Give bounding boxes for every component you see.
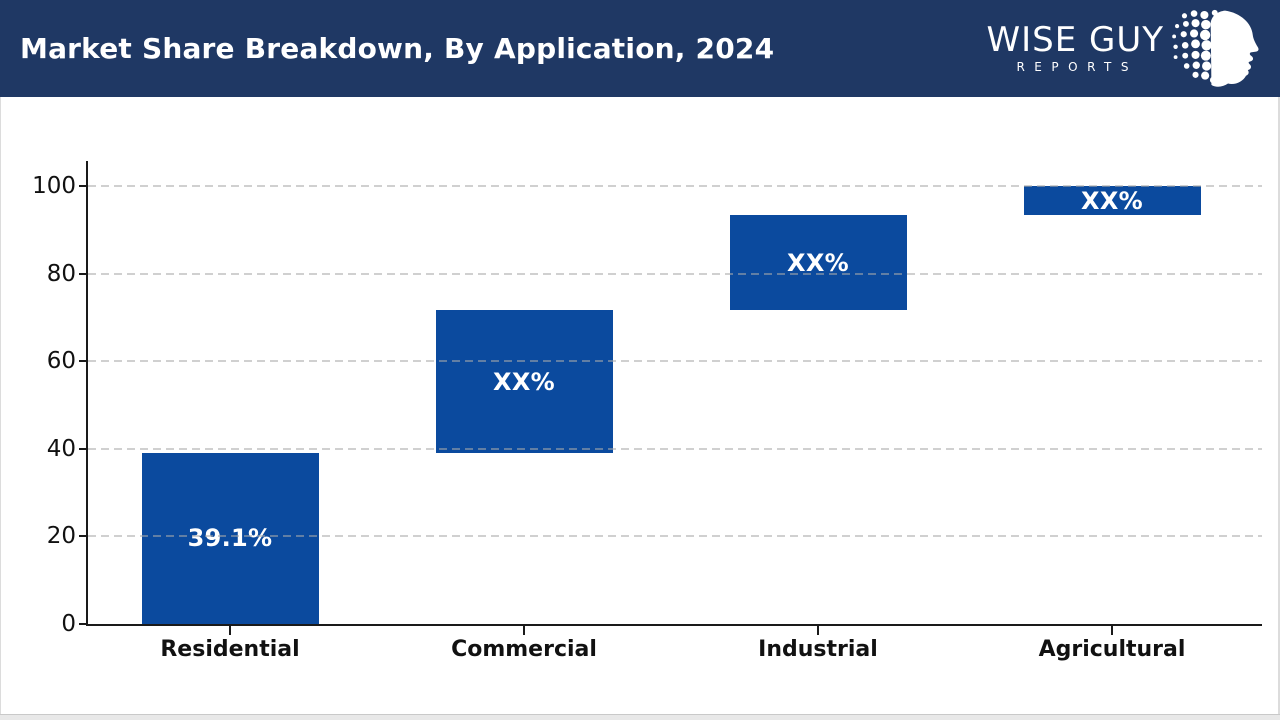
x-category-label-residential: Residential bbox=[160, 637, 300, 662]
brand-logo-text: WISE GUY REPORTS bbox=[986, 19, 1164, 75]
y-tick-label-20: 20 bbox=[46, 523, 76, 550]
bar-agricultural: XX% bbox=[1023, 186, 1201, 216]
header-bar: Market Share Breakdown, By Application, … bbox=[0, 0, 1280, 97]
bar-industrial: XX% bbox=[729, 215, 907, 311]
y-tick-mark-0 bbox=[79, 623, 88, 625]
y-tick-label-80: 80 bbox=[46, 260, 76, 287]
brand-subtitle: REPORTS bbox=[1016, 60, 1138, 75]
x-tick-mark-commercial bbox=[523, 626, 525, 635]
bar-value-label-industrial: XX% bbox=[787, 248, 849, 277]
x-tick-mark-industrial bbox=[817, 626, 819, 635]
y-tick-label-100: 100 bbox=[32, 173, 76, 199]
bottom-edge-strip bbox=[0, 714, 1280, 720]
bar-value-label-commercial: XX% bbox=[493, 367, 555, 396]
x-tick-mark-residential bbox=[229, 626, 231, 635]
x-category-label-agricultural: Agricultural bbox=[1038, 637, 1186, 662]
y-axis-line bbox=[86, 161, 88, 626]
brand-logo: WISE GUY REPORTS bbox=[986, 5, 1262, 93]
bar-residential: 39.1% bbox=[141, 452, 319, 624]
gridline-y-20 bbox=[88, 535, 1262, 538]
gridline-y-80 bbox=[88, 272, 1262, 275]
y-tick-mark-60 bbox=[79, 360, 88, 363]
y-tick-mark-20 bbox=[79, 535, 88, 538]
y-tick-label-40: 40 bbox=[46, 435, 76, 462]
gridline-y-40 bbox=[88, 447, 1262, 450]
y-tick-label-60: 60 bbox=[46, 348, 76, 375]
x-category-label-industrial: Industrial bbox=[758, 637, 878, 662]
bar-value-label-residential: 39.1% bbox=[187, 524, 273, 553]
gridline-y-100 bbox=[88, 185, 1262, 187]
x-axis-line bbox=[86, 624, 1262, 626]
y-tick-label-0: 0 bbox=[61, 611, 76, 637]
x-category-label-commercial: Commercial bbox=[451, 637, 597, 662]
bar-commercial: XX% bbox=[435, 310, 613, 453]
brand-name: WISE GUY bbox=[986, 19, 1164, 60]
chart-title: Market Share Breakdown, By Application, … bbox=[20, 32, 775, 65]
y-tick-mark-100 bbox=[79, 185, 88, 187]
y-tick-mark-40 bbox=[79, 447, 88, 450]
bar-value-label-agricultural: XX% bbox=[1081, 186, 1143, 215]
y-tick-mark-80 bbox=[79, 272, 88, 275]
x-tick-mark-agricultural bbox=[1111, 626, 1113, 635]
gridline-y-60 bbox=[88, 360, 1262, 363]
